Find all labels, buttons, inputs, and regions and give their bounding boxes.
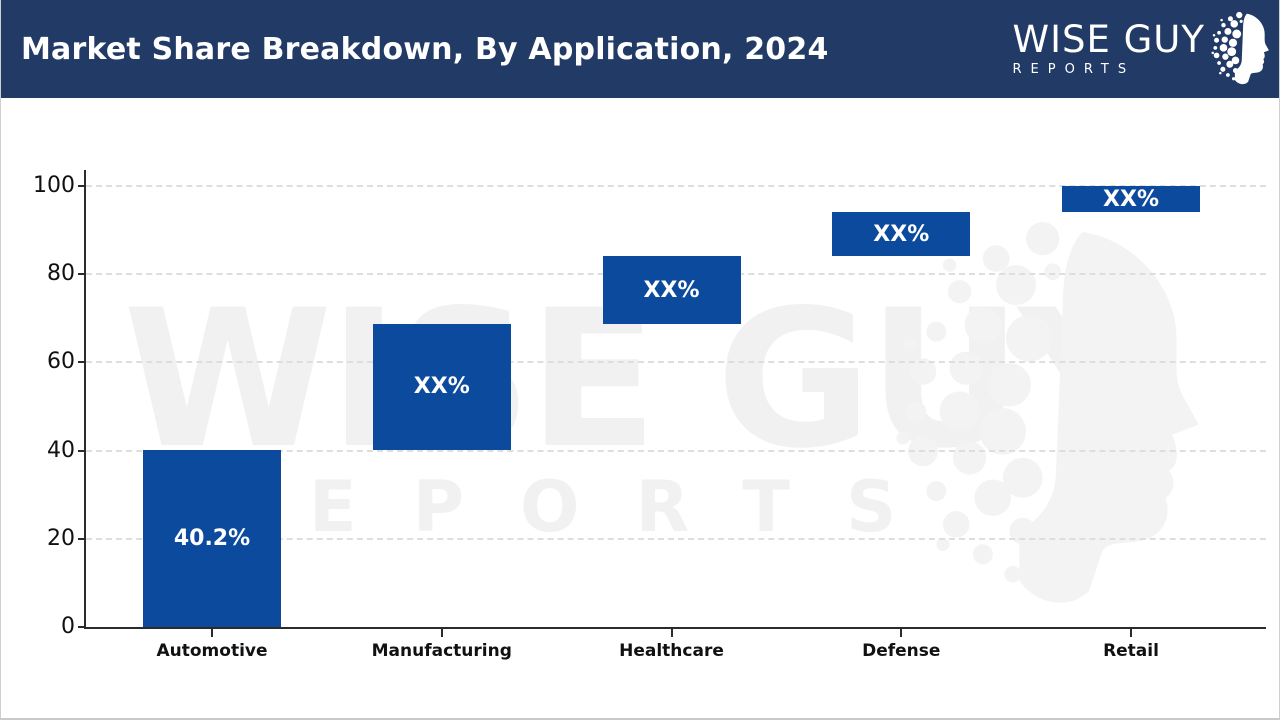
header-banner: Market Share Breakdown, By Application, … <box>1 0 1279 98</box>
x-tick-label: Automotive <box>156 641 268 661</box>
page-title: Market Share Breakdown, By Application, … <box>21 31 829 67</box>
x-axis-tick <box>440 629 443 637</box>
logo-wordmark: WISE GUY <box>1012 18 1205 61</box>
gridline <box>86 537 1266 540</box>
x-axis-tick <box>670 629 673 637</box>
x-axis-tick <box>1130 629 1132 637</box>
bar-value-label: XX% <box>873 221 930 247</box>
bar-defense: XX% <box>832 212 971 257</box>
wise-guy-reports-logo: WISE GUY REPORTS <box>1013 6 1273 94</box>
y-tick-label: 100 <box>33 173 75 198</box>
gridline <box>86 361 1266 364</box>
gridline <box>86 449 1266 452</box>
x-tick-label: Manufacturing <box>371 641 512 661</box>
gridline <box>86 185 1266 187</box>
y-axis-tick <box>78 537 86 540</box>
bar-value-label: XX% <box>643 277 700 303</box>
bar-value-label: XX% <box>413 374 470 400</box>
x-tick-label: Defense <box>862 641 941 661</box>
y-tick-label: 0 <box>61 614 75 639</box>
y-axis-tick <box>78 361 86 364</box>
x-axis-tick <box>900 629 903 637</box>
bar-healthcare: XX% <box>602 256 741 325</box>
y-tick-label: 80 <box>47 261 75 287</box>
logo-text: WISE GUY REPORTS <box>1013 20 1205 78</box>
bar-value-label: 40.2% <box>173 525 251 551</box>
x-axis-tick <box>211 629 213 637</box>
y-tick-label: 20 <box>47 525 75 551</box>
x-tick-label: Retail <box>1103 641 1159 661</box>
y-tick-label: 60 <box>47 349 75 375</box>
bar-automotive: 40.2% <box>143 449 281 627</box>
y-axis-tick <box>78 185 86 187</box>
x-axis-spine <box>84 627 1266 629</box>
y-axis-tick <box>78 449 86 452</box>
watermark-subtitle: REPORTS <box>199 466 953 548</box>
y-axis-tick <box>78 273 86 276</box>
bar-value-label: XX% <box>1103 186 1159 212</box>
bar-retail: XX% <box>1062 186 1200 213</box>
logo-subtitle: REPORTS <box>1012 62 1136 77</box>
y-tick-label: 40 <box>47 437 75 463</box>
x-tick-label: Healthcare <box>619 641 724 661</box>
y-axis-tick <box>78 626 86 628</box>
y-axis-spine <box>84 170 86 629</box>
bar-manufacturing: XX% <box>372 324 511 450</box>
